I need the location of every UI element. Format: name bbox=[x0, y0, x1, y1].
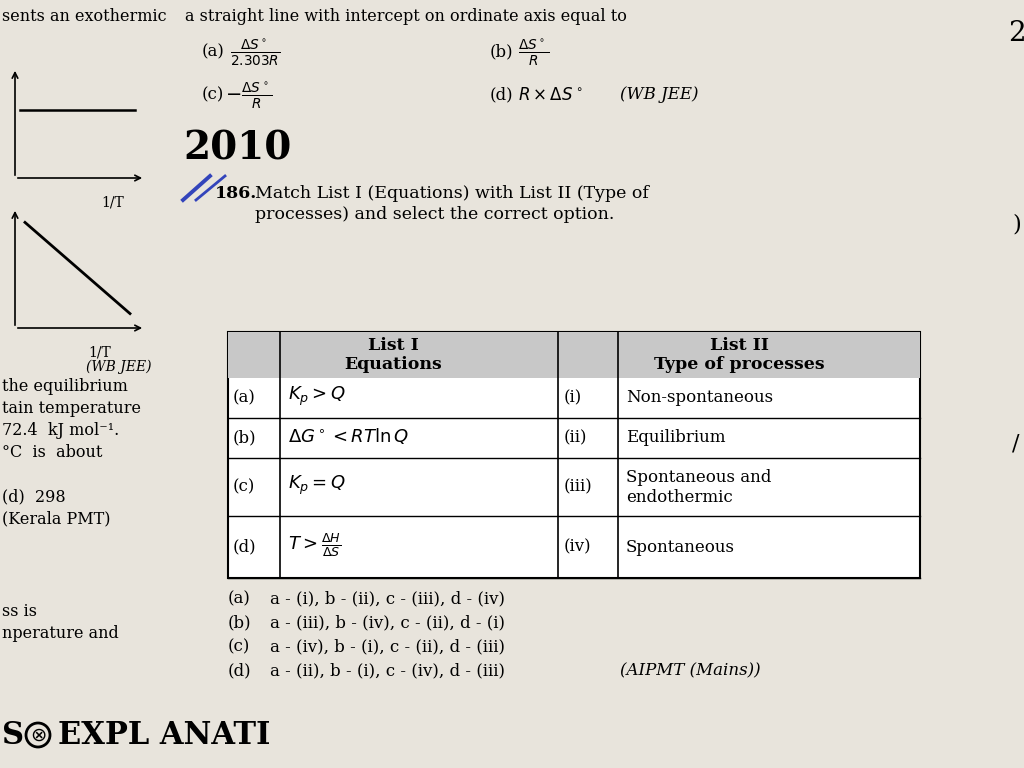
Text: S: S bbox=[2, 720, 25, 751]
Text: nperature and: nperature and bbox=[2, 625, 119, 642]
Text: (iv): (iv) bbox=[564, 538, 592, 555]
Text: a - (i), b - (ii), c - (iii), d - (iv): a - (i), b - (ii), c - (iii), d - (iv) bbox=[270, 590, 505, 607]
Text: ss is: ss is bbox=[2, 603, 37, 620]
Text: EXPL ANATI: EXPL ANATI bbox=[58, 720, 270, 751]
Text: (b): (b) bbox=[490, 43, 514, 60]
Text: $K_p > Q$: $K_p > Q$ bbox=[288, 385, 346, 408]
Text: (c): (c) bbox=[202, 86, 224, 103]
Text: tain temperature: tain temperature bbox=[2, 400, 141, 417]
Text: ⊗: ⊗ bbox=[30, 726, 46, 744]
Text: (ii): (ii) bbox=[564, 429, 588, 446]
Text: (a): (a) bbox=[228, 590, 251, 607]
Text: (a): (a) bbox=[233, 389, 256, 406]
Text: (d): (d) bbox=[228, 662, 252, 679]
Text: (iii): (iii) bbox=[564, 478, 593, 495]
Text: 2: 2 bbox=[1008, 20, 1024, 47]
Text: Equations: Equations bbox=[344, 356, 442, 373]
Text: Equilibrium: Equilibrium bbox=[626, 429, 725, 446]
Text: (d): (d) bbox=[233, 538, 257, 555]
Text: 186.: 186. bbox=[215, 185, 257, 202]
Text: a straight line with intercept on ordinate axis equal to: a straight line with intercept on ordina… bbox=[185, 8, 627, 25]
Text: Match List I (Equations) with List II (Type of: Match List I (Equations) with List II (T… bbox=[255, 185, 649, 202]
Text: /: / bbox=[1012, 433, 1020, 455]
Text: $-\frac{\Delta S^\circ}{R}$: $-\frac{\Delta S^\circ}{R}$ bbox=[225, 81, 272, 111]
Text: (d): (d) bbox=[490, 86, 514, 103]
Text: $\Delta G^\circ < RT\ln Q$: $\Delta G^\circ < RT\ln Q$ bbox=[288, 426, 410, 446]
Text: (Kerala PMT): (Kerala PMT) bbox=[2, 510, 111, 527]
Text: 1/T: 1/T bbox=[88, 346, 111, 360]
Text: $K_p = Q$: $K_p = Q$ bbox=[288, 473, 346, 497]
Text: (WB JEE): (WB JEE) bbox=[620, 86, 698, 103]
Text: sents an exothermic: sents an exothermic bbox=[2, 8, 167, 25]
Text: a - (ii), b - (i), c - (iv), d - (iii): a - (ii), b - (i), c - (iv), d - (iii) bbox=[270, 662, 505, 679]
Text: (i): (i) bbox=[564, 389, 583, 406]
Bar bbox=[228, 332, 920, 378]
Text: (WB JEE): (WB JEE) bbox=[86, 360, 152, 374]
Text: a - (iv), b - (i), c - (ii), d - (iii): a - (iv), b - (i), c - (ii), d - (iii) bbox=[270, 638, 505, 655]
Text: (b): (b) bbox=[233, 429, 257, 446]
Text: (c): (c) bbox=[233, 478, 255, 495]
Text: 72.4  kJ mol⁻¹.: 72.4 kJ mol⁻¹. bbox=[2, 422, 119, 439]
Text: $\frac{\Delta S^\circ}{R}$: $\frac{\Delta S^\circ}{R}$ bbox=[518, 38, 549, 68]
Text: Spontaneous and: Spontaneous and bbox=[626, 468, 771, 485]
Text: (b): (b) bbox=[228, 614, 252, 631]
Text: List II: List II bbox=[710, 337, 768, 354]
Text: ): ) bbox=[1012, 213, 1021, 235]
Text: (AIPMT (Mains)): (AIPMT (Mains)) bbox=[620, 662, 761, 679]
Text: (c): (c) bbox=[228, 638, 251, 655]
Text: Type of processes: Type of processes bbox=[653, 356, 824, 373]
Text: endothermic: endothermic bbox=[626, 488, 733, 505]
Text: (a): (a) bbox=[202, 43, 225, 60]
Text: (d)  298: (d) 298 bbox=[2, 488, 66, 505]
Text: processes) and select the correct option.: processes) and select the correct option… bbox=[255, 206, 614, 223]
Text: a - (iii), b - (iv), c - (ii), d - (i): a - (iii), b - (iv), c - (ii), d - (i) bbox=[270, 614, 505, 631]
Text: $\frac{\Delta S^\circ}{2.303R}$: $\frac{\Delta S^\circ}{2.303R}$ bbox=[230, 38, 280, 68]
Text: Non-spontaneous: Non-spontaneous bbox=[626, 389, 773, 406]
Text: 1/T: 1/T bbox=[101, 196, 124, 210]
Text: List I: List I bbox=[368, 337, 419, 354]
Text: the equilibrium: the equilibrium bbox=[2, 378, 128, 395]
Text: $R \times \Delta S^\circ$: $R \times \Delta S^\circ$ bbox=[518, 86, 583, 104]
Text: 2010: 2010 bbox=[183, 130, 292, 168]
Text: °C  is  about: °C is about bbox=[2, 444, 102, 461]
Text: Spontaneous: Spontaneous bbox=[626, 538, 735, 555]
Text: $T > \frac{\Delta H}{\Delta S}$: $T > \frac{\Delta H}{\Delta S}$ bbox=[288, 531, 341, 559]
Bar bbox=[228, 332, 920, 578]
